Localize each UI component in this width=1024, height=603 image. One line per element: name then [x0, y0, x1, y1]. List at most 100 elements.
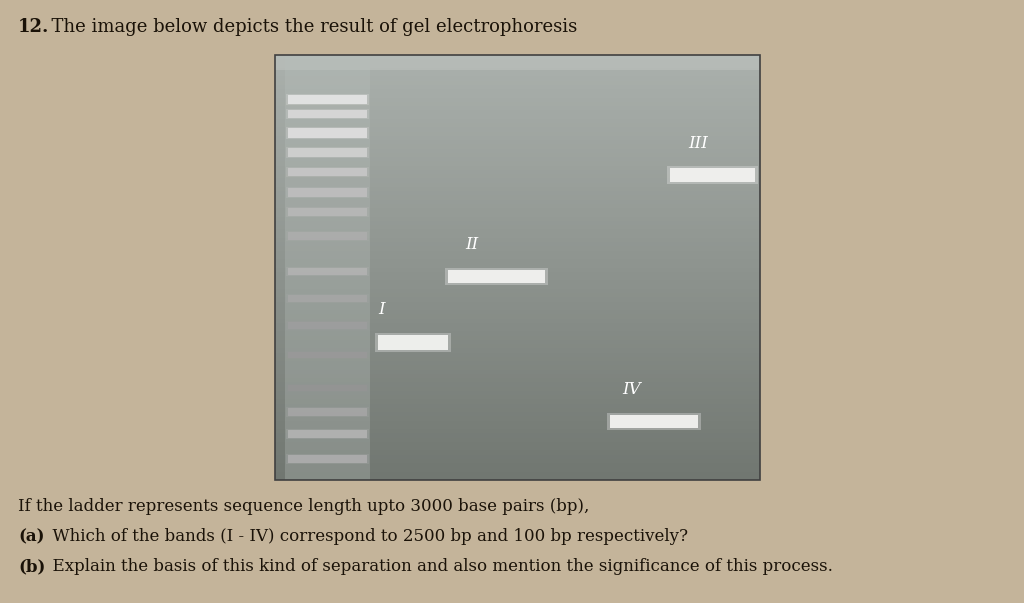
Bar	[275, 276, 760, 280]
Bar	[286, 429, 369, 439]
Bar	[275, 127, 760, 131]
Bar	[288, 455, 367, 463]
Text: 12.: 12.	[18, 18, 49, 36]
Bar	[275, 327, 760, 331]
Bar	[286, 321, 369, 330]
Bar	[275, 178, 760, 183]
Bar	[378, 335, 449, 350]
Bar	[275, 476, 760, 480]
Bar	[449, 270, 545, 283]
Bar	[275, 382, 760, 387]
Bar	[275, 285, 760, 289]
Bar	[275, 216, 760, 221]
Bar	[285, 55, 370, 480]
Text: The image below depicts the result of gel electrophoresis: The image below depicts the result of ge…	[40, 18, 578, 36]
Bar	[275, 89, 760, 93]
Bar	[275, 318, 760, 323]
Bar	[275, 115, 760, 119]
Bar	[275, 208, 760, 212]
Text: II: II	[465, 236, 478, 253]
Bar	[275, 123, 760, 127]
Text: Explain the basis of this kind of separation and also mention the significance o: Explain the basis of this kind of separa…	[42, 558, 833, 575]
Bar	[288, 352, 367, 358]
Bar	[275, 446, 760, 450]
Bar	[286, 187, 369, 198]
Bar	[286, 407, 369, 417]
Text: Which of the bands (I - IV) correspond to 2500 bp and 100 bp respectively?: Which of the bands (I - IV) correspond t…	[42, 528, 688, 545]
Bar	[275, 361, 760, 365]
Bar	[275, 264, 760, 268]
Bar	[275, 233, 760, 238]
Bar	[288, 408, 367, 416]
Bar	[275, 408, 760, 412]
Bar	[275, 314, 760, 318]
Bar	[275, 148, 760, 153]
Bar	[275, 365, 760, 370]
Text: (a): (a)	[18, 528, 44, 545]
Bar	[275, 412, 760, 416]
Bar	[288, 110, 367, 118]
Bar	[275, 72, 760, 76]
Bar	[275, 187, 760, 191]
Bar	[275, 131, 760, 136]
Bar	[275, 204, 760, 208]
Bar	[275, 80, 760, 85]
Bar	[275, 221, 760, 225]
Bar	[275, 165, 760, 170]
Bar	[275, 144, 760, 148]
Bar	[286, 167, 369, 177]
Bar	[275, 59, 760, 63]
Bar	[288, 168, 367, 176]
Bar	[275, 391, 760, 395]
Bar	[275, 339, 760, 344]
Bar	[607, 413, 701, 430]
Bar	[275, 268, 760, 272]
Bar	[275, 174, 760, 178]
Bar	[275, 420, 760, 425]
Bar	[288, 232, 367, 240]
Bar	[275, 353, 760, 357]
Bar	[445, 268, 548, 285]
Bar	[275, 416, 760, 420]
Bar	[275, 195, 760, 200]
Bar	[275, 170, 760, 174]
Bar	[288, 188, 367, 197]
Bar	[275, 140, 760, 144]
Bar	[286, 351, 369, 359]
Bar	[275, 63, 760, 68]
Bar	[275, 272, 760, 276]
Bar	[275, 472, 760, 476]
Bar	[288, 430, 367, 438]
Bar	[275, 229, 760, 233]
Bar	[275, 119, 760, 123]
Bar	[288, 385, 367, 391]
Bar	[288, 295, 367, 302]
Bar	[275, 250, 760, 254]
Bar	[275, 225, 760, 229]
Bar	[670, 168, 755, 182]
Bar	[286, 231, 369, 241]
Bar	[275, 68, 760, 72]
Bar	[288, 128, 367, 138]
Bar	[275, 357, 760, 361]
Bar	[288, 322, 367, 329]
Bar	[275, 344, 760, 349]
Bar	[275, 302, 760, 306]
Bar	[275, 425, 760, 429]
Text: If the ladder represents sequence length upto 3000 base pairs (bp),: If the ladder represents sequence length…	[18, 498, 590, 515]
Bar	[275, 102, 760, 106]
Bar	[275, 459, 760, 463]
Bar	[275, 450, 760, 455]
Bar	[275, 438, 760, 442]
Bar	[275, 378, 760, 382]
Bar	[275, 467, 760, 472]
Bar	[275, 191, 760, 195]
Bar	[275, 349, 760, 353]
Bar	[275, 93, 760, 98]
Bar	[275, 85, 760, 89]
Bar	[288, 148, 367, 157]
Bar	[275, 433, 760, 438]
Bar	[286, 207, 369, 217]
Bar	[275, 254, 760, 259]
Bar	[275, 55, 760, 70]
